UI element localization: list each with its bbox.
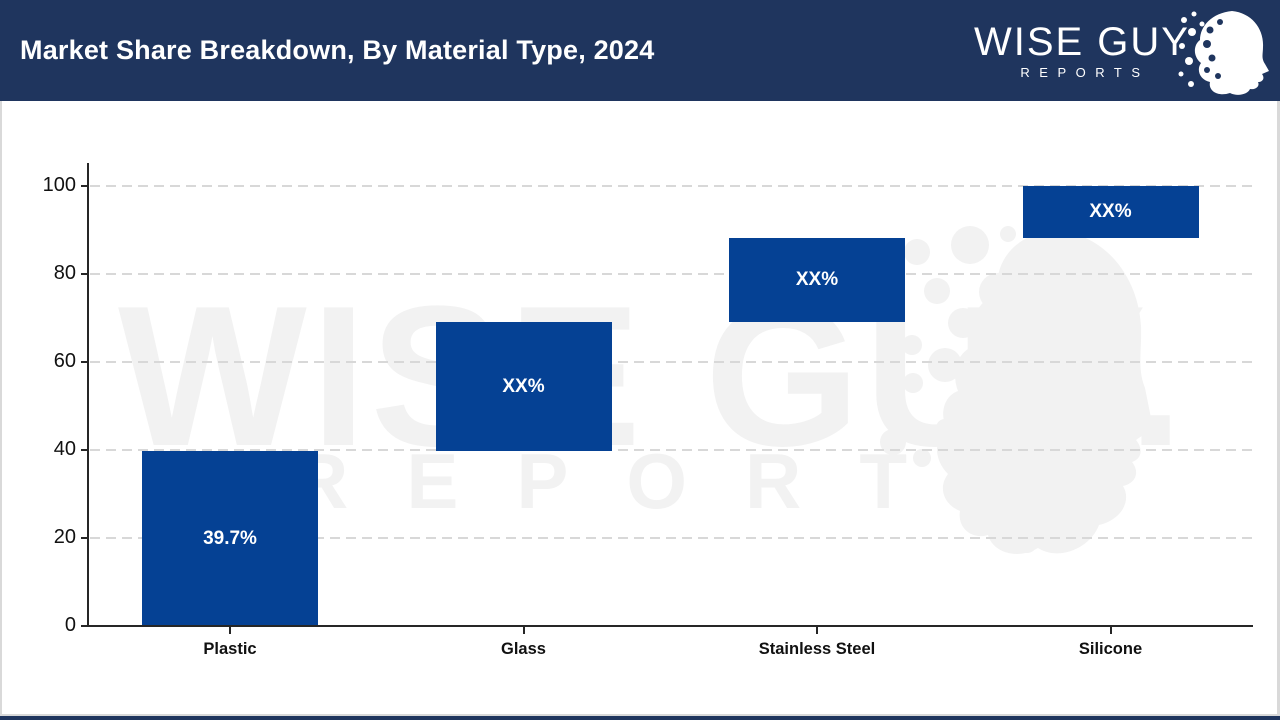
bar-value-label: 39.7% xyxy=(203,527,257,549)
gridline-20 xyxy=(90,537,1253,539)
y-tick-label-0: 0 xyxy=(64,614,76,636)
gridline-100 xyxy=(90,185,1253,187)
x-axis-line xyxy=(87,625,1253,627)
y-tick-label-100: 100 xyxy=(42,174,76,196)
x-category-label: Stainless Steel xyxy=(758,640,876,658)
x-category-label: Plastic xyxy=(203,640,257,658)
gridline-60 xyxy=(90,361,1253,363)
x-tick-4 xyxy=(1109,627,1112,634)
bar-stainless-steel: XX% xyxy=(729,237,905,322)
brand-logo-text: WISE GUY REPORTS xyxy=(974,22,1190,79)
header: Market Share Breakdown, By Material Type… xyxy=(0,0,1280,101)
x-tick-2 xyxy=(522,627,525,634)
y-tick-100 xyxy=(81,185,87,187)
y-tick-60 xyxy=(81,361,87,363)
bar-glass: XX% xyxy=(435,321,612,452)
y-tick-label-60: 60 xyxy=(53,350,76,372)
y-tick-label-20: 20 xyxy=(53,526,76,548)
page-border-right xyxy=(1277,101,1280,715)
chart-title: Market Share Breakdown, By Material Type… xyxy=(20,35,655,65)
y-tick-80 xyxy=(81,273,87,275)
y-tick-label-40: 40 xyxy=(53,438,76,460)
y-tick-40 xyxy=(81,449,87,451)
watermark-face-icon xyxy=(870,226,1153,554)
bar-value-label: XX% xyxy=(502,375,545,397)
brand-logo: WISE GUY REPORTS xyxy=(974,0,1272,101)
brand-subtitle: REPORTS xyxy=(1020,65,1150,80)
bar-silicone: XX% xyxy=(1022,186,1199,238)
y-axis-line xyxy=(87,163,89,627)
x-category-label: Glass xyxy=(501,640,546,658)
gridline-40 xyxy=(90,449,1253,451)
y-tick-label-80: 80 xyxy=(53,262,76,284)
bar-value-label: XX% xyxy=(1089,200,1132,222)
gridline-80 xyxy=(90,273,1253,275)
bar-plastic: 39.7% xyxy=(142,451,318,626)
x-tick-1 xyxy=(229,627,231,634)
footer-bar xyxy=(0,716,1280,720)
bar-value-label: XX% xyxy=(795,268,839,290)
x-tick-3 xyxy=(816,627,818,634)
brand-face-icon xyxy=(1178,10,1269,95)
x-category-label: Silicone xyxy=(1078,640,1143,658)
y-tick-20 xyxy=(81,537,87,539)
footer-divider xyxy=(0,714,1280,716)
page-border-left xyxy=(0,101,2,715)
y-tick-0 xyxy=(81,625,87,627)
brand-name: WISE GUY xyxy=(973,20,1190,64)
